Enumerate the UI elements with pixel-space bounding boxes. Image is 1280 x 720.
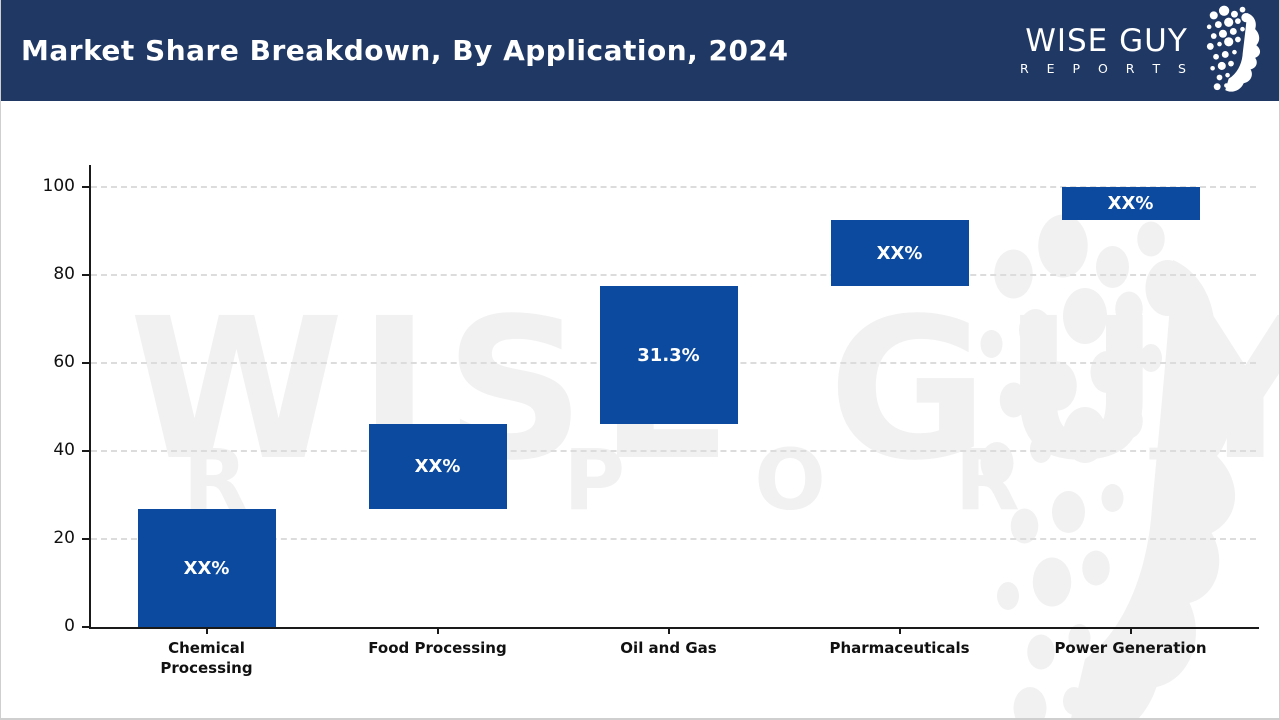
y-tick-label: 100 [42, 176, 75, 196]
bar-food-processing[interactable]: XX% [368, 424, 507, 510]
logo-brand-text: WISE GUY [1025, 22, 1188, 59]
x-axis-spine [89, 627, 1259, 629]
gridline [91, 186, 1256, 188]
bar-oil-and-gas[interactable]: 31.3% [599, 286, 738, 425]
y-tick-mark [82, 538, 89, 540]
x-category-label: Pharmaceuticals [829, 639, 970, 657]
watermark-line2: R E P O R T S [183, 431, 1279, 529]
header: Market Share Breakdown, By Application, … [1, 0, 1279, 101]
x-category-label: Oil and Gas [620, 639, 717, 657]
x-category-label: Food Processing [368, 639, 507, 657]
y-tick-label: 40 [53, 440, 75, 460]
y-tick-mark [82, 450, 89, 452]
bar-value-label: XX% [1107, 193, 1154, 214]
x-tick-mark [205, 628, 208, 634]
y-tick-mark [82, 362, 89, 364]
y-axis-spine [89, 165, 91, 629]
bar-chemical-processing[interactable]: XX% [137, 509, 276, 627]
gridline [91, 274, 1256, 276]
y-tick-label: 20 [53, 528, 75, 548]
bar-pharmaceuticals[interactable]: XX% [830, 220, 969, 287]
bar-value-label: XX% [414, 456, 461, 478]
brand-logo: WISE GUY R E P O R T S [1020, 5, 1267, 97]
y-tick-mark [82, 626, 89, 628]
bar-value-label: 31.3% [637, 344, 700, 366]
y-tick-label: 0 [64, 616, 75, 636]
page-title: Market Share Breakdown, By Application, … [21, 34, 789, 67]
y-tick-label: 80 [53, 264, 75, 284]
dotted-head-logo-icon [1206, 5, 1261, 92]
y-tick-mark [82, 186, 89, 188]
bar-value-label: XX% [876, 242, 923, 264]
bar-power-generation[interactable]: XX% [1061, 187, 1200, 220]
bar-value-label: XX% [183, 557, 230, 579]
x-tick-mark [436, 628, 439, 634]
gridline [91, 450, 1256, 452]
x-tick-mark [898, 628, 901, 634]
logo-sub-text: R E P O R T S [1019, 60, 1193, 76]
gridline [91, 538, 1256, 540]
x-tick-mark [667, 628, 670, 634]
x-category-label: Power Generation [1054, 639, 1207, 657]
y-tick-mark [82, 274, 89, 276]
x-tick-mark [1129, 628, 1132, 634]
x-category-label: Chemical Processing [160, 639, 253, 678]
y-tick-label: 60 [53, 352, 75, 372]
